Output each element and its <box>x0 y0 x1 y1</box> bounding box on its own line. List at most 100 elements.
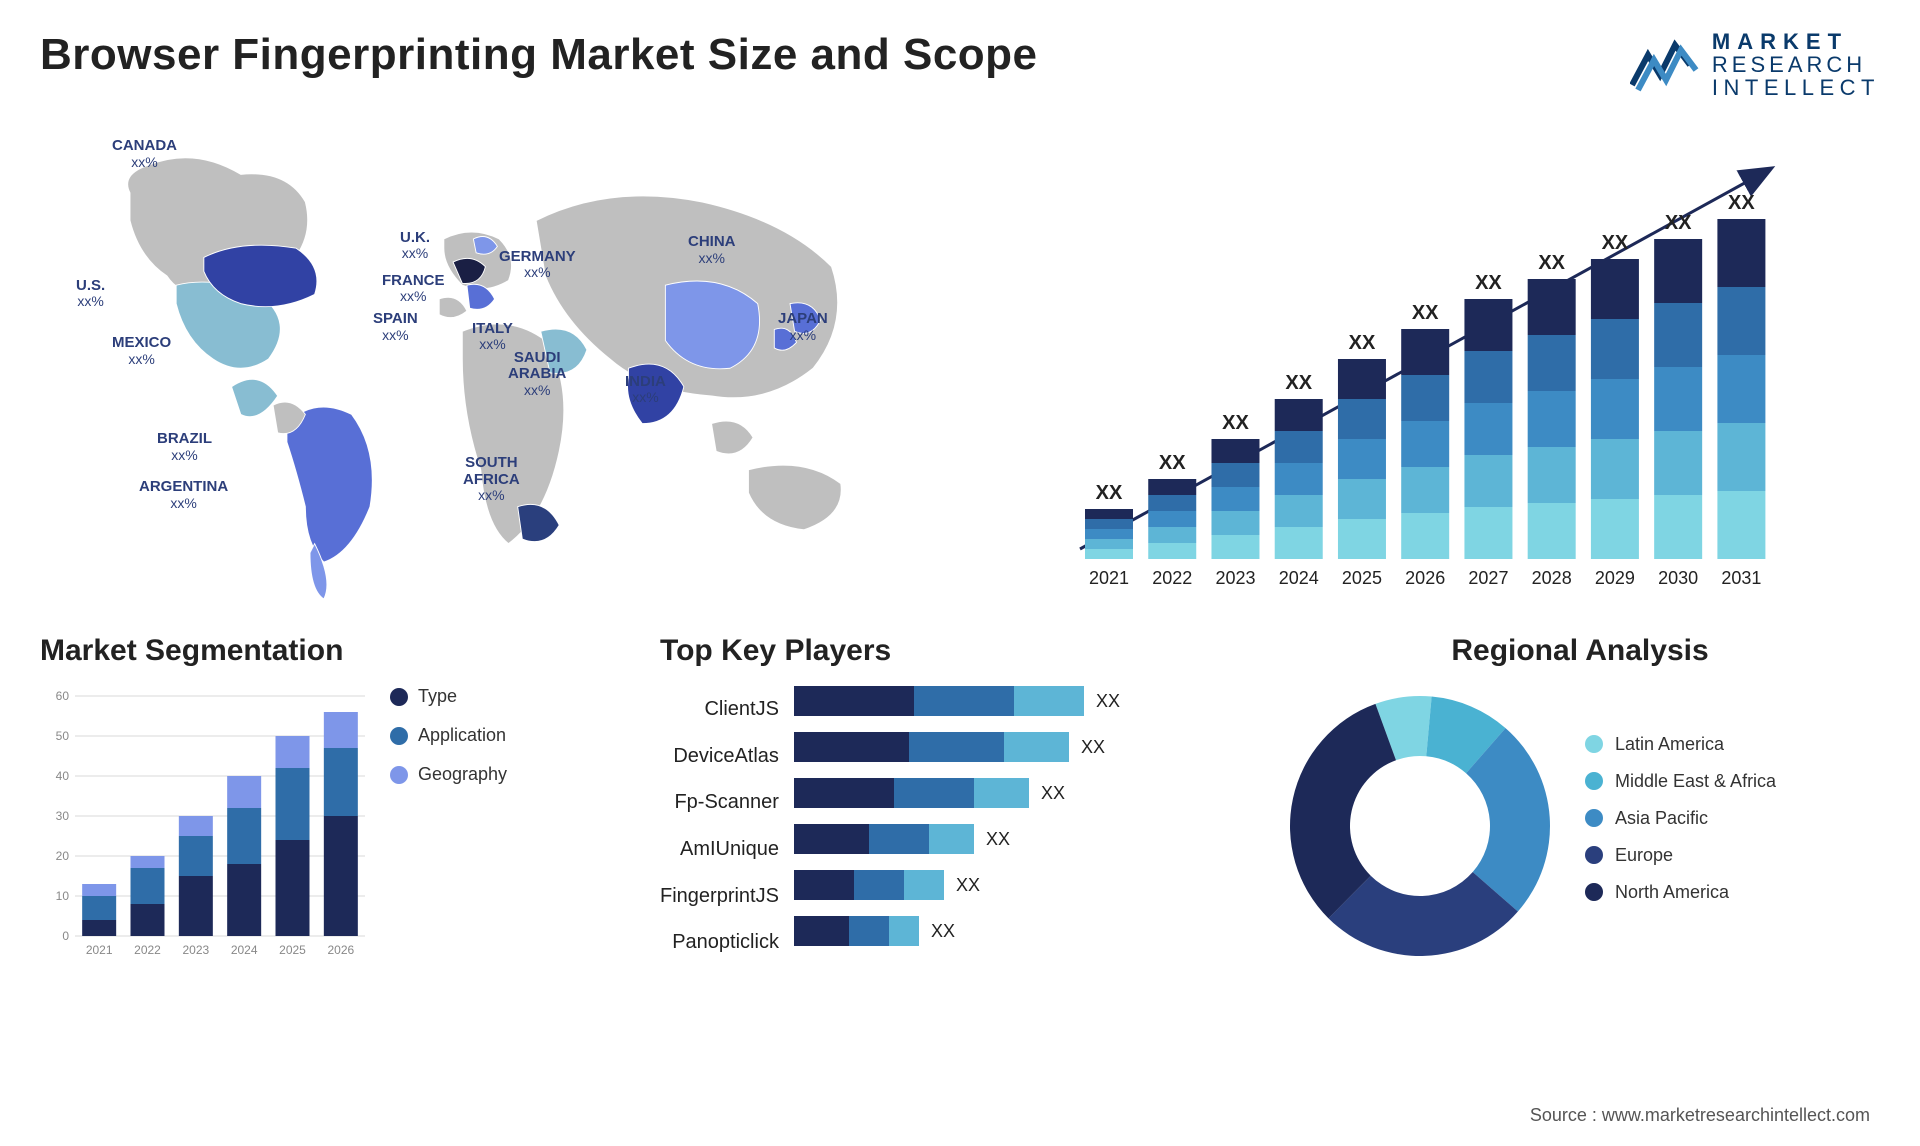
growth-bar-segment <box>1338 399 1386 439</box>
growth-bar-segment <box>1654 367 1702 431</box>
growth-year-label: 2031 <box>1721 568 1761 588</box>
segmentation-legend: TypeApplicationGeography <box>390 686 507 803</box>
svg-text:40: 40 <box>56 769 70 783</box>
seg-bar-segment <box>131 856 165 868</box>
bottom-section: Market Segmentation 0102030405060 202120… <box>40 634 1880 966</box>
growth-bar-segment <box>1148 479 1196 495</box>
growth-bar-segment <box>1275 495 1323 527</box>
player-name: ClientJS <box>660 698 779 721</box>
map-label: ITALYxx% <box>472 321 513 353</box>
regional-legend: Latin AmericaMiddle East & AfricaAsia Pa… <box>1585 734 1776 919</box>
player-name: AmIUnique <box>660 838 779 861</box>
page-title: Browser Fingerprinting Market Size and S… <box>40 30 1038 80</box>
growth-bar-label: XX <box>1159 452 1186 474</box>
player-value: XX <box>956 875 980 896</box>
player-bar-segment <box>894 778 974 808</box>
growth-bar-segment <box>1211 487 1259 511</box>
player-bar-segment <box>869 824 929 854</box>
player-bar-row: XX <box>794 916 955 946</box>
growth-bar-segment <box>1591 379 1639 439</box>
seg-bar-segment <box>82 920 116 936</box>
growth-bar-segment <box>1528 335 1576 391</box>
regional-title: Regional Analysis <box>1280 634 1880 668</box>
growth-year-label: 2027 <box>1468 568 1508 588</box>
player-bar-segment <box>854 870 904 900</box>
growth-year-label: 2023 <box>1215 568 1255 588</box>
growth-bar-segment <box>1717 355 1765 423</box>
player-bars: XXXXXXXXXXXX <box>794 686 1260 966</box>
map-label: FRANCExx% <box>382 273 445 305</box>
world-map <box>40 119 940 599</box>
growth-bar-segment <box>1211 439 1259 463</box>
regional-legend-item: Middle East & Africa <box>1585 771 1776 792</box>
map-label: MEXICOxx% <box>112 335 171 367</box>
player-value: XX <box>1041 783 1065 804</box>
growth-bar-segment <box>1338 439 1386 479</box>
svg-text:0: 0 <box>62 929 69 943</box>
growth-bar-segment <box>1148 495 1196 511</box>
growth-year-label: 2022 <box>1152 568 1192 588</box>
logo-line2: RESEARCH <box>1712 53 1880 76</box>
top-section: CANADAxx%U.S.xx%MEXICOxx%BRAZILxx%ARGENT… <box>40 119 1880 599</box>
svg-text:60: 60 <box>56 689 70 703</box>
growth-bar-segment <box>1401 375 1449 421</box>
growth-bar-segment <box>1275 399 1323 431</box>
key-players-panel: Top Key Players ClientJSDeviceAtlasFp-Sc… <box>660 634 1260 966</box>
growth-bar-segment <box>1464 351 1512 403</box>
map-label: SPAINxx% <box>373 311 418 343</box>
seg-bar-segment <box>227 864 261 936</box>
growth-bar-segment <box>1338 519 1386 559</box>
player-bar-segment <box>904 870 944 900</box>
growth-bar-segment <box>1654 495 1702 559</box>
player-bar-segment <box>794 824 869 854</box>
regional-panel: Regional Analysis Latin AmericaMiddle Ea… <box>1280 634 1880 966</box>
growth-year-label: 2025 <box>1342 568 1382 588</box>
player-value: XX <box>1081 737 1105 758</box>
map-label: BRAZILxx% <box>157 431 212 463</box>
growth-chart-panel: XXXXXXXXXXXXXXXXXXXXXX 20212022202320242… <box>980 119 1880 599</box>
player-bar-segment <box>794 732 909 762</box>
header: Browser Fingerprinting Market Size and S… <box>40 30 1880 99</box>
map-label: INDIAxx% <box>625 374 666 406</box>
player-bar-row: XX <box>794 686 1120 716</box>
growth-bar-segment <box>1338 359 1386 399</box>
source-citation: Source : www.marketresearchintellect.com <box>1530 1105 1870 1126</box>
svg-text:2024: 2024 <box>231 943 258 957</box>
regional-donut <box>1280 686 1560 966</box>
seg-bar-segment <box>324 748 358 816</box>
player-name: Fp-Scanner <box>660 791 779 814</box>
growth-bar-segment <box>1654 431 1702 495</box>
regional-legend-item: North America <box>1585 882 1776 903</box>
growth-bar-segment <box>1528 503 1576 559</box>
growth-bar-segment <box>1464 455 1512 507</box>
growth-bar-label: XX <box>1602 232 1629 254</box>
growth-bar-segment <box>1085 549 1133 559</box>
growth-bar-segment <box>1528 447 1576 503</box>
regional-legend-item: Asia Pacific <box>1585 808 1776 829</box>
map-label: CANADAxx% <box>112 138 177 170</box>
player-value: XX <box>986 829 1010 850</box>
growth-bar-segment <box>1401 329 1449 375</box>
growth-year-label: 2024 <box>1279 568 1319 588</box>
growth-bar-label: XX <box>1412 302 1439 324</box>
svg-text:2023: 2023 <box>182 943 209 957</box>
segmentation-title: Market Segmentation <box>40 634 640 668</box>
growth-bar-segment <box>1211 463 1259 487</box>
growth-bar-segment <box>1211 535 1259 559</box>
brand-logo: MARKET RESEARCH INTELLECT <box>1630 30 1880 99</box>
growth-bar-segment <box>1275 431 1323 463</box>
growth-bar-segment <box>1464 507 1512 559</box>
world-map-panel: CANADAxx%U.S.xx%MEXICOxx%BRAZILxx%ARGENT… <box>40 119 940 599</box>
seg-bar-segment <box>324 816 358 936</box>
growth-bar-label: XX <box>1665 212 1692 234</box>
growth-year-label: 2026 <box>1405 568 1445 588</box>
svg-text:2021: 2021 <box>86 943 113 957</box>
seg-bar-segment <box>276 768 310 840</box>
growth-bar-segment <box>1654 239 1702 303</box>
player-bar-row: XX <box>794 824 1010 854</box>
growth-bar-segment <box>1591 499 1639 559</box>
growth-bar-segment <box>1717 423 1765 491</box>
seg-bar-segment <box>179 876 213 936</box>
seg-bar-segment <box>324 712 358 748</box>
growth-bar-segment <box>1148 543 1196 559</box>
